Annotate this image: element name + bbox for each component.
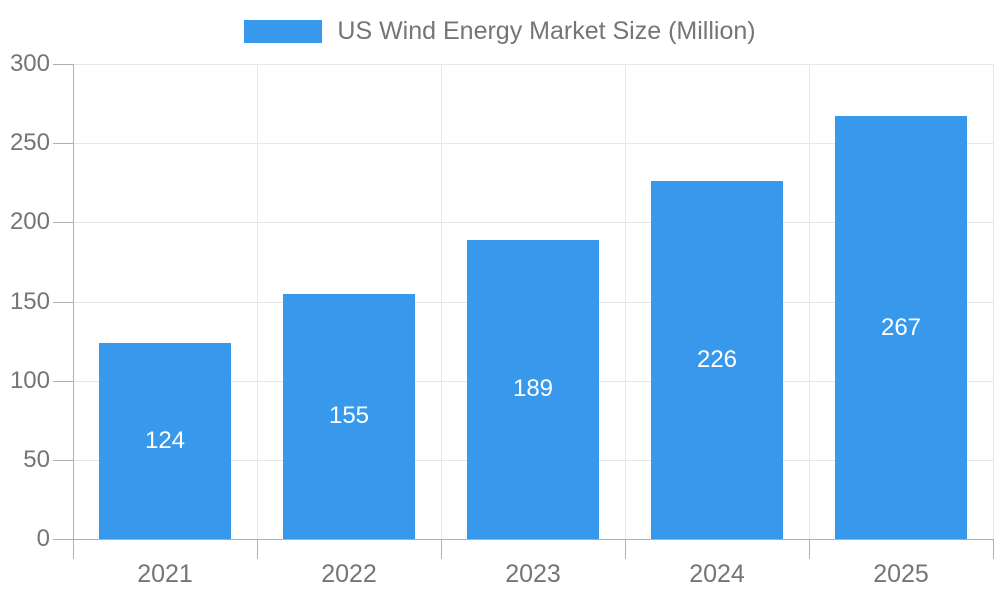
y-tick-mark — [53, 143, 73, 145]
x-tick-mark — [257, 539, 258, 559]
bar-value-label: 124 — [144, 426, 186, 454]
y-gridline — [73, 64, 993, 65]
x-tick-mark — [809, 539, 810, 559]
x-axis-line — [53, 539, 993, 540]
x-tick-label: 2025 — [873, 560, 929, 588]
x-tick-mark — [625, 539, 626, 559]
bar-value-label: 267 — [880, 313, 922, 341]
bar-value-label: 155 — [328, 402, 370, 430]
bar-2023 — [467, 239, 599, 539]
legend-item[interactable]: US Wind Energy Market Size (Million) — [244, 17, 756, 46]
y-gridline — [73, 143, 993, 145]
y-tick-label: 50 — [23, 445, 50, 473]
bar-2024 — [651, 181, 783, 539]
y-tick-label: 200 — [9, 208, 50, 236]
y-tick-label: 250 — [9, 129, 50, 157]
x-tick-label: 2023 — [505, 560, 561, 588]
y-tick-label: 300 — [9, 50, 50, 77]
bar-value-label: 189 — [512, 375, 554, 403]
legend-swatch-icon — [244, 20, 323, 43]
legend: US Wind Energy Market Size (Million) — [0, 17, 1000, 46]
y-axis-line — [73, 64, 74, 559]
y-tick-mark — [53, 222, 73, 224]
x-gridline — [809, 64, 810, 539]
x-tick-mark — [441, 539, 442, 559]
x-gridline — [441, 64, 442, 539]
y-gridline — [73, 222, 993, 224]
x-gridline — [993, 64, 994, 539]
x-tick-label: 2021 — [137, 560, 193, 588]
y-tick-mark — [53, 64, 73, 65]
x-gridline — [625, 64, 626, 539]
legend-label: US Wind Energy Market Size (Million) — [337, 17, 756, 45]
bar-2025 — [835, 116, 967, 539]
bar-2021 — [99, 342, 231, 539]
y-tick-mark — [53, 459, 73, 461]
y-tick-mark — [53, 380, 73, 382]
x-tick-label: 2024 — [689, 560, 745, 588]
bar-value-label: 226 — [696, 346, 738, 374]
y-tick-label: 0 — [36, 525, 50, 552]
y-tick-label: 150 — [9, 287, 50, 315]
y-tick-label: 100 — [9, 366, 50, 394]
x-tick-mark — [993, 539, 994, 559]
x-gridline — [257, 64, 258, 539]
y-tick-mark — [53, 301, 73, 303]
bar-2022 — [283, 293, 415, 539]
x-tick-label: 2022 — [321, 560, 377, 588]
